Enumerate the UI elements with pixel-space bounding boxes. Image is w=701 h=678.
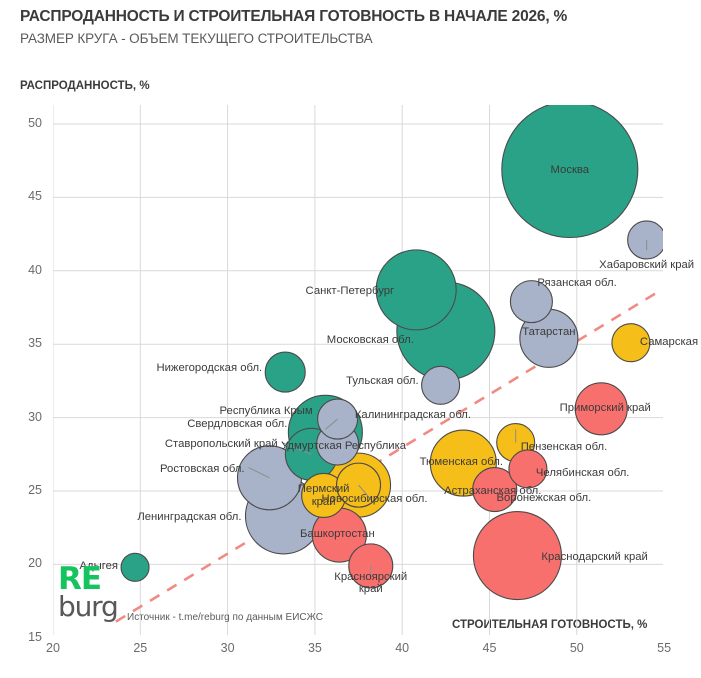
y-tick-label: 20 — [28, 556, 42, 571]
x-tick-label: 35 — [307, 641, 322, 655]
reburg-logo: RE burg — [58, 561, 126, 624]
bubble-blue_gray[interactable] — [509, 280, 553, 324]
page-subtitle: РАЗМЕР КРУГА - ОБЪЕМ ТЕКУЩЕГО СТРОИТЕЛЬС… — [20, 31, 373, 46]
x-tick-label: 40 — [395, 641, 410, 655]
bubble-blue_gray[interactable] — [421, 365, 461, 405]
bubble-red[interactable] — [472, 511, 562, 601]
x-axis-title: СТРОИТЕЛЬНАЯ ГОТОВНОСТЬ, % — [452, 619, 648, 631]
y-tick-label: 40 — [28, 262, 42, 277]
leader-stavropol — [281, 442, 312, 455]
bubble-blue_gray[interactable] — [627, 220, 663, 260]
x-tick-label: 20 — [46, 641, 60, 655]
plot-area: Москва Хабаровский край Санкт-Петербург Ряз… — [53, 105, 701, 635]
bubble-red[interactable] — [508, 449, 548, 489]
y-tick-label: 50 — [28, 116, 42, 130]
y-tick-label: 30 — [28, 409, 42, 424]
bubble-teal[interactable] — [264, 351, 306, 393]
bubble-teal[interactable] — [375, 249, 457, 331]
bubble-yellow[interactable] — [611, 323, 651, 363]
x-tick-label: 50 — [569, 641, 584, 655]
x-tick-label: 30 — [220, 641, 235, 655]
leader-novosibirsk — [358, 484, 373, 502]
y-tick-label: 25 — [28, 483, 42, 497]
bubble-teal[interactable] — [501, 105, 639, 239]
x-tick-label: 25 — [133, 641, 148, 655]
y-tick-label: 35 — [28, 336, 42, 351]
bubble-group — [120, 105, 663, 601]
bubble-red[interactable] — [574, 382, 628, 436]
source-note: Источник - t.me/reburg по данным ЕИСЖС — [127, 612, 323, 623]
x-tick-label: 45 — [482, 641, 497, 655]
logo-text-burg: burg — [58, 590, 119, 623]
bubble-red[interactable] — [472, 466, 518, 513]
page-title: РАСПРОДАННОСТЬ И СТРОИТЕЛЬНАЯ ГОТОВНОСТЬ… — [20, 8, 568, 25]
x-tick-label: 55 — [657, 641, 672, 655]
leader-crimea — [325, 418, 338, 430]
bubble-teal[interactable] — [120, 552, 150, 582]
logo-text-re: RE — [58, 561, 102, 597]
y-tick-label: 45 — [28, 189, 42, 204]
y-tick-label: 15 — [28, 629, 42, 644]
leader-rostov — [248, 467, 270, 479]
y-axis-title: РАСПРОДАННОСТЬ, % — [20, 80, 150, 92]
bubble-plot-svg — [53, 105, 663, 635]
